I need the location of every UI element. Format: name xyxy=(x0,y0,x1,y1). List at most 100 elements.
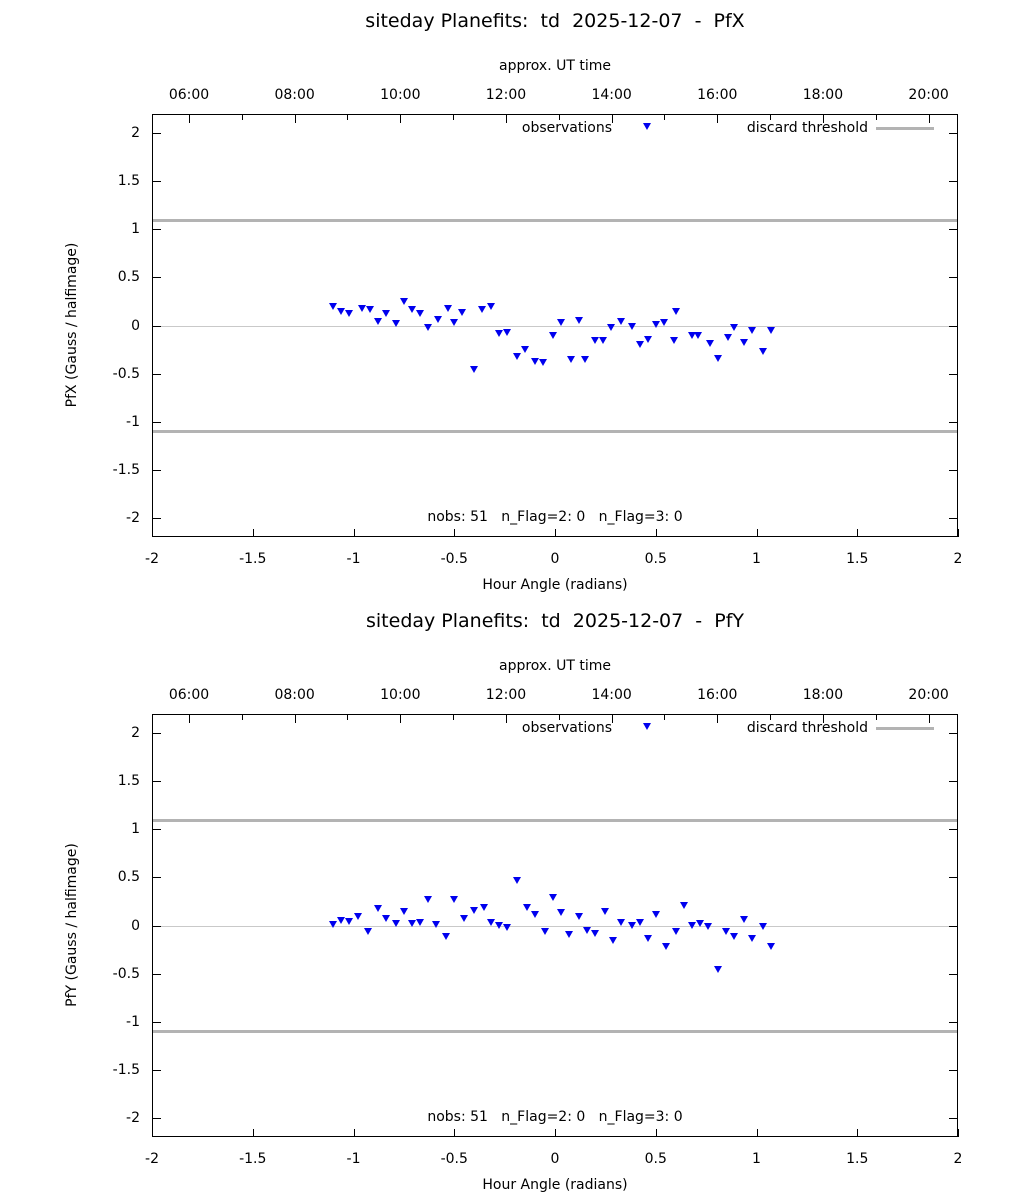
data-point xyxy=(450,895,459,903)
y-tick-right xyxy=(949,1117,957,1119)
data-point xyxy=(694,332,703,340)
data-point xyxy=(415,310,424,317)
data-point xyxy=(353,912,362,920)
pfy-x-axis-label: Hour Angle (radians) xyxy=(482,1177,628,1193)
data-point xyxy=(486,918,495,926)
data-point xyxy=(758,348,767,356)
x-tick xyxy=(958,529,959,537)
ut-tick xyxy=(241,115,243,120)
y-tick-right xyxy=(949,133,957,135)
y-tick xyxy=(153,1117,161,1119)
data-point xyxy=(450,318,459,326)
y-tick-right xyxy=(949,781,957,783)
x-tick xyxy=(252,529,254,537)
data-point xyxy=(522,904,531,912)
data-point xyxy=(538,359,547,367)
data-point xyxy=(635,340,644,348)
ut-tick xyxy=(453,115,455,120)
x-tick-label: 0.5 xyxy=(644,1151,667,1167)
x-tick-label: 2 xyxy=(953,551,963,567)
ut-tick-label: 06:00 xyxy=(168,87,210,103)
y-tick-label: -1.5 xyxy=(112,461,140,478)
data-point xyxy=(671,308,680,316)
y-tick xyxy=(153,1021,161,1023)
data-point xyxy=(391,319,400,327)
data-point xyxy=(661,942,670,950)
data-point xyxy=(758,923,767,931)
y-tick xyxy=(153,925,161,927)
ut-tick xyxy=(453,715,455,720)
x-tick xyxy=(252,1129,254,1137)
data-point xyxy=(502,924,511,932)
x-tick xyxy=(958,1129,959,1137)
x-tick-label: -0.5 xyxy=(440,1151,468,1167)
pfy-threshold-line-sample xyxy=(876,727,934,730)
ut-tick xyxy=(189,115,190,123)
zero-line xyxy=(153,925,957,927)
y-tick-right xyxy=(949,469,957,471)
data-point xyxy=(486,303,495,311)
x-tick xyxy=(655,1129,657,1137)
x-tick-label: 0 xyxy=(550,551,560,567)
ut-tick xyxy=(928,115,930,123)
y-tick xyxy=(153,469,161,471)
y-tick-label: 2 xyxy=(131,125,140,142)
y-tick xyxy=(153,733,161,735)
ut-tick xyxy=(294,115,296,123)
x-tick xyxy=(353,1129,355,1137)
pfx-figure: siteday Planefits: td 2025-12-07 - PfX a… xyxy=(64,10,963,593)
data-point xyxy=(651,320,660,328)
data-point xyxy=(766,942,775,950)
data-point xyxy=(530,358,539,366)
data-point xyxy=(688,921,697,929)
data-point xyxy=(444,305,453,313)
data-point xyxy=(706,339,715,347)
ut-tick xyxy=(717,115,719,123)
data-point xyxy=(766,327,775,335)
ut-tick-label: 16:00 xyxy=(697,687,738,703)
data-point xyxy=(730,324,739,332)
ut-tick-label: 10:00 xyxy=(380,687,421,703)
y-tick-label: -1 xyxy=(126,413,140,430)
ut-tick-label: 20:00 xyxy=(908,87,949,103)
pfx-x-axis-label: Hour Angle (radians) xyxy=(482,577,628,593)
y-tick-right xyxy=(949,277,957,279)
data-point xyxy=(714,355,723,363)
data-point xyxy=(470,907,479,915)
y-tick xyxy=(153,181,161,183)
x-tick-label: 1 xyxy=(752,1151,761,1167)
ut-tick xyxy=(400,115,402,123)
data-point xyxy=(470,365,479,373)
pfy-legend-observations-label: observations xyxy=(521,720,612,736)
data-point xyxy=(722,928,731,936)
data-point xyxy=(458,309,467,317)
data-point xyxy=(512,877,521,885)
data-point xyxy=(651,910,660,918)
y-tick-right xyxy=(949,421,957,423)
x-tick xyxy=(454,529,456,537)
data-point xyxy=(399,908,408,916)
y-tick-right xyxy=(949,973,957,975)
y-tick-right xyxy=(949,325,957,327)
data-point xyxy=(669,336,678,344)
y-tick-label: -0.5 xyxy=(112,965,140,982)
data-point xyxy=(714,965,723,973)
x-tick-label: 1.5 xyxy=(846,1151,869,1167)
pfy-figure: siteday Planefits: td 2025-12-07 - PfY a… xyxy=(0,600,1024,1200)
data-point xyxy=(557,909,566,917)
pfy-plot-area: -2 -1.5 -1 -0.5 0 0.5 1 1.5 2 2 1.5 1 0.5 0 -0.5 -1 -1.5… xyxy=(0,600,1024,1200)
data-point xyxy=(381,914,390,922)
x-tick xyxy=(353,529,355,537)
y-tick-label: 2 xyxy=(131,725,140,742)
y-tick-right xyxy=(949,229,957,231)
y-tick-label: 1.5 xyxy=(117,173,140,190)
data-point xyxy=(740,915,749,923)
data-point xyxy=(329,303,338,311)
y-tick-right xyxy=(949,925,957,927)
ut-tick xyxy=(717,715,719,723)
ut-tick xyxy=(928,715,930,723)
x-tick-label: -1.5 xyxy=(239,1151,267,1167)
data-point xyxy=(399,297,408,305)
x-tick xyxy=(555,1129,556,1137)
ut-tick xyxy=(347,115,349,120)
